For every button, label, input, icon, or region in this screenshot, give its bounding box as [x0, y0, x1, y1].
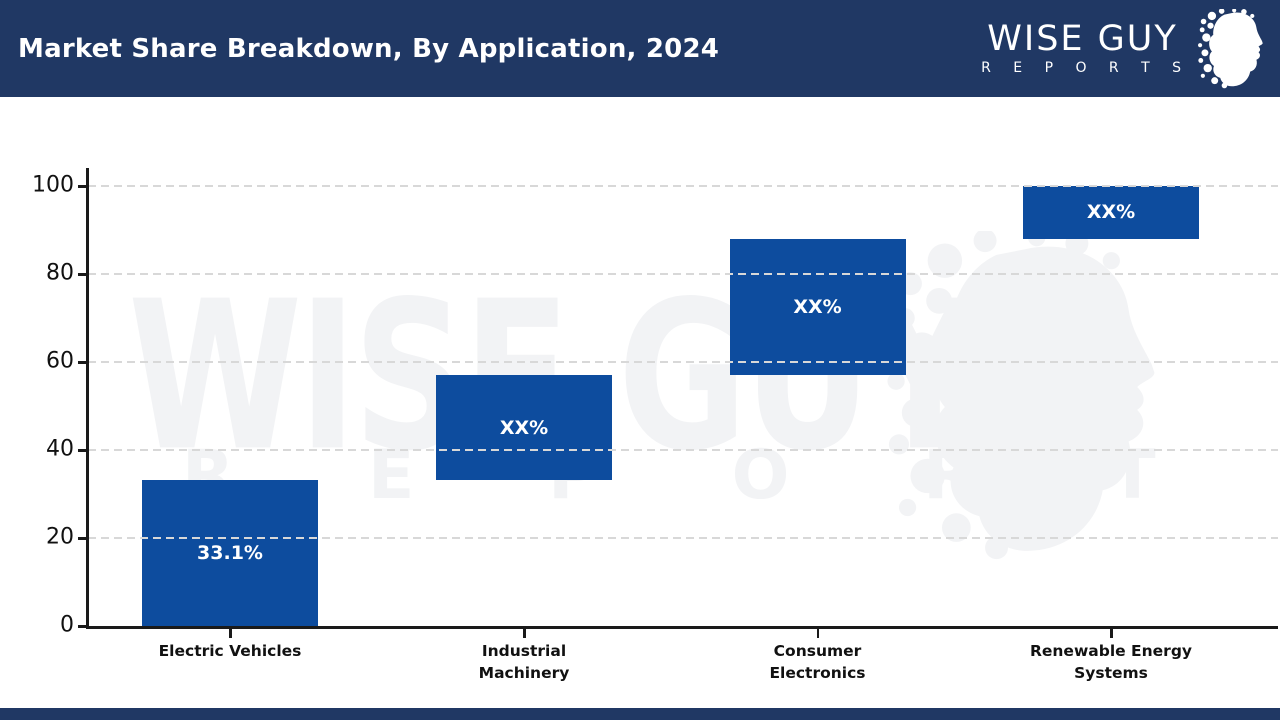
y-axis-tick-mark	[78, 185, 87, 188]
category-label-line: Consumer	[773, 642, 862, 660]
wise-guy-reports-logo: WISE GUY R E P O R T S	[975, 8, 1266, 89]
x-axis-tick-mark	[523, 629, 526, 638]
bar-industrial-machinery	[436, 375, 612, 481]
gridline-80	[88, 273, 1278, 275]
gridline-60	[88, 361, 1278, 363]
y-axis-line	[86, 168, 89, 629]
y-axis-tick-mark	[78, 537, 87, 540]
chart-area: WISE GUY R E P O R T S 33.1% XX% XX% XX% 0 20…	[0, 97, 1280, 708]
bar-renewable-energy-systems	[1023, 186, 1199, 239]
category-label-renewable-energy-systems: Renewable Energy Systems	[981, 641, 1241, 684]
watermark-head-icon	[887, 231, 1155, 560]
category-label-consumer-electronics: Consumer Electronics	[688, 641, 948, 684]
category-label-line: Electric Vehicles	[158, 642, 302, 660]
dotted-head-icon	[1198, 8, 1263, 88]
x-axis-line	[86, 626, 1278, 629]
x-axis-tick-mark	[816, 629, 819, 638]
gridline-100	[88, 185, 1278, 187]
bar-value-label: XX%	[793, 296, 842, 318]
bar-value-label: 33.1%	[197, 542, 263, 565]
category-label-electric-vehicles: Electric Vehicles	[100, 641, 360, 663]
y-axis-tick-mark	[78, 273, 87, 276]
x-axis-tick-mark	[229, 629, 232, 638]
bar-value-label: XX%	[499, 416, 549, 439]
logo-subtitle: R E P O R T S	[981, 59, 1190, 76]
category-label-line: Systems	[1074, 663, 1148, 682]
y-axis-tick-mark	[78, 361, 87, 364]
y-axis-tick-label: 0	[60, 612, 74, 638]
logo-wordmark: WISE GUY	[987, 18, 1178, 59]
category-label-line: Industrial	[481, 642, 567, 660]
category-label-line: Electronics	[769, 663, 866, 682]
category-label-line: Machinery	[478, 663, 570, 682]
y-axis-tick-label: 80	[46, 260, 74, 286]
category-label-line: Renewable Energy	[1029, 642, 1193, 660]
header-bar: Market Share Breakdown, By Application, …	[0, 0, 1280, 97]
page-title: Market Share Breakdown, By Application, …	[18, 33, 720, 64]
y-axis-tick-mark	[78, 449, 87, 452]
y-axis-tick-mark	[78, 625, 87, 628]
gridline-20	[88, 537, 1278, 539]
y-axis-tick-label: 100	[32, 172, 74, 198]
bar-electric-vehicles	[142, 480, 318, 626]
y-axis-tick-label: 60	[46, 348, 74, 374]
x-axis-tick-mark	[1110, 629, 1113, 638]
logo-text: WISE GUY R E P O R T S	[975, 18, 1190, 76]
y-axis-tick-label: 40	[46, 436, 74, 462]
gridline-40	[88, 449, 1278, 451]
category-label-industrial-machinery: Industrial Machinery	[394, 641, 654, 684]
bar-consumer-electronics	[729, 238, 906, 376]
footer-bar	[0, 708, 1280, 720]
y-axis-tick-label: 20	[46, 524, 74, 550]
bar-value-label: XX%	[1086, 201, 1136, 224]
